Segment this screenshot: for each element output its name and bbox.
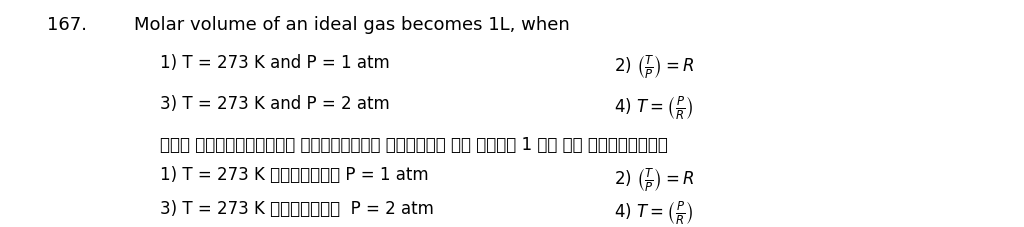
Text: 167.: 167. — [47, 16, 87, 34]
Text: 3) T = 273 K and P = 2 atm: 3) T = 273 K and P = 2 atm — [160, 95, 389, 113]
Text: Molar volume of an ideal gas becomes 1L, when: Molar volume of an ideal gas becomes 1L,… — [134, 16, 570, 34]
Text: 4) $T = \left(\frac{P}{R}\right)$: 4) $T = \left(\frac{P}{R}\right)$ — [614, 199, 693, 226]
Text: 2) $\left(\frac{T}{P}\right) = R$: 2) $\left(\frac{T}{P}\right) = R$ — [614, 54, 694, 81]
Text: 1) T = 273 K and P = 1 atm: 1) T = 273 K and P = 1 atm — [160, 54, 389, 72]
Text: 4) $T = \left(\frac{P}{R}\right)$: 4) $T = \left(\frac{P}{R}\right)$ — [614, 95, 693, 122]
Text: 1) T = 273 K மற்றும் P = 1 atm: 1) T = 273 K மற்றும் P = 1 atm — [160, 165, 428, 183]
Text: ஒரு நல்லியல்பு வாயுவின் மோலார் கன அளவு 1 லி ஆக இருப்பது: ஒரு நல்லியல்பு வாயுவின் மோலார் கன அளவு 1… — [160, 136, 668, 153]
Text: 2) $\left(\frac{T}{P}\right) = R$: 2) $\left(\frac{T}{P}\right) = R$ — [614, 165, 694, 193]
Text: 3) T = 273 K மற்றும்  P = 2 atm: 3) T = 273 K மற்றும் P = 2 atm — [160, 199, 433, 217]
